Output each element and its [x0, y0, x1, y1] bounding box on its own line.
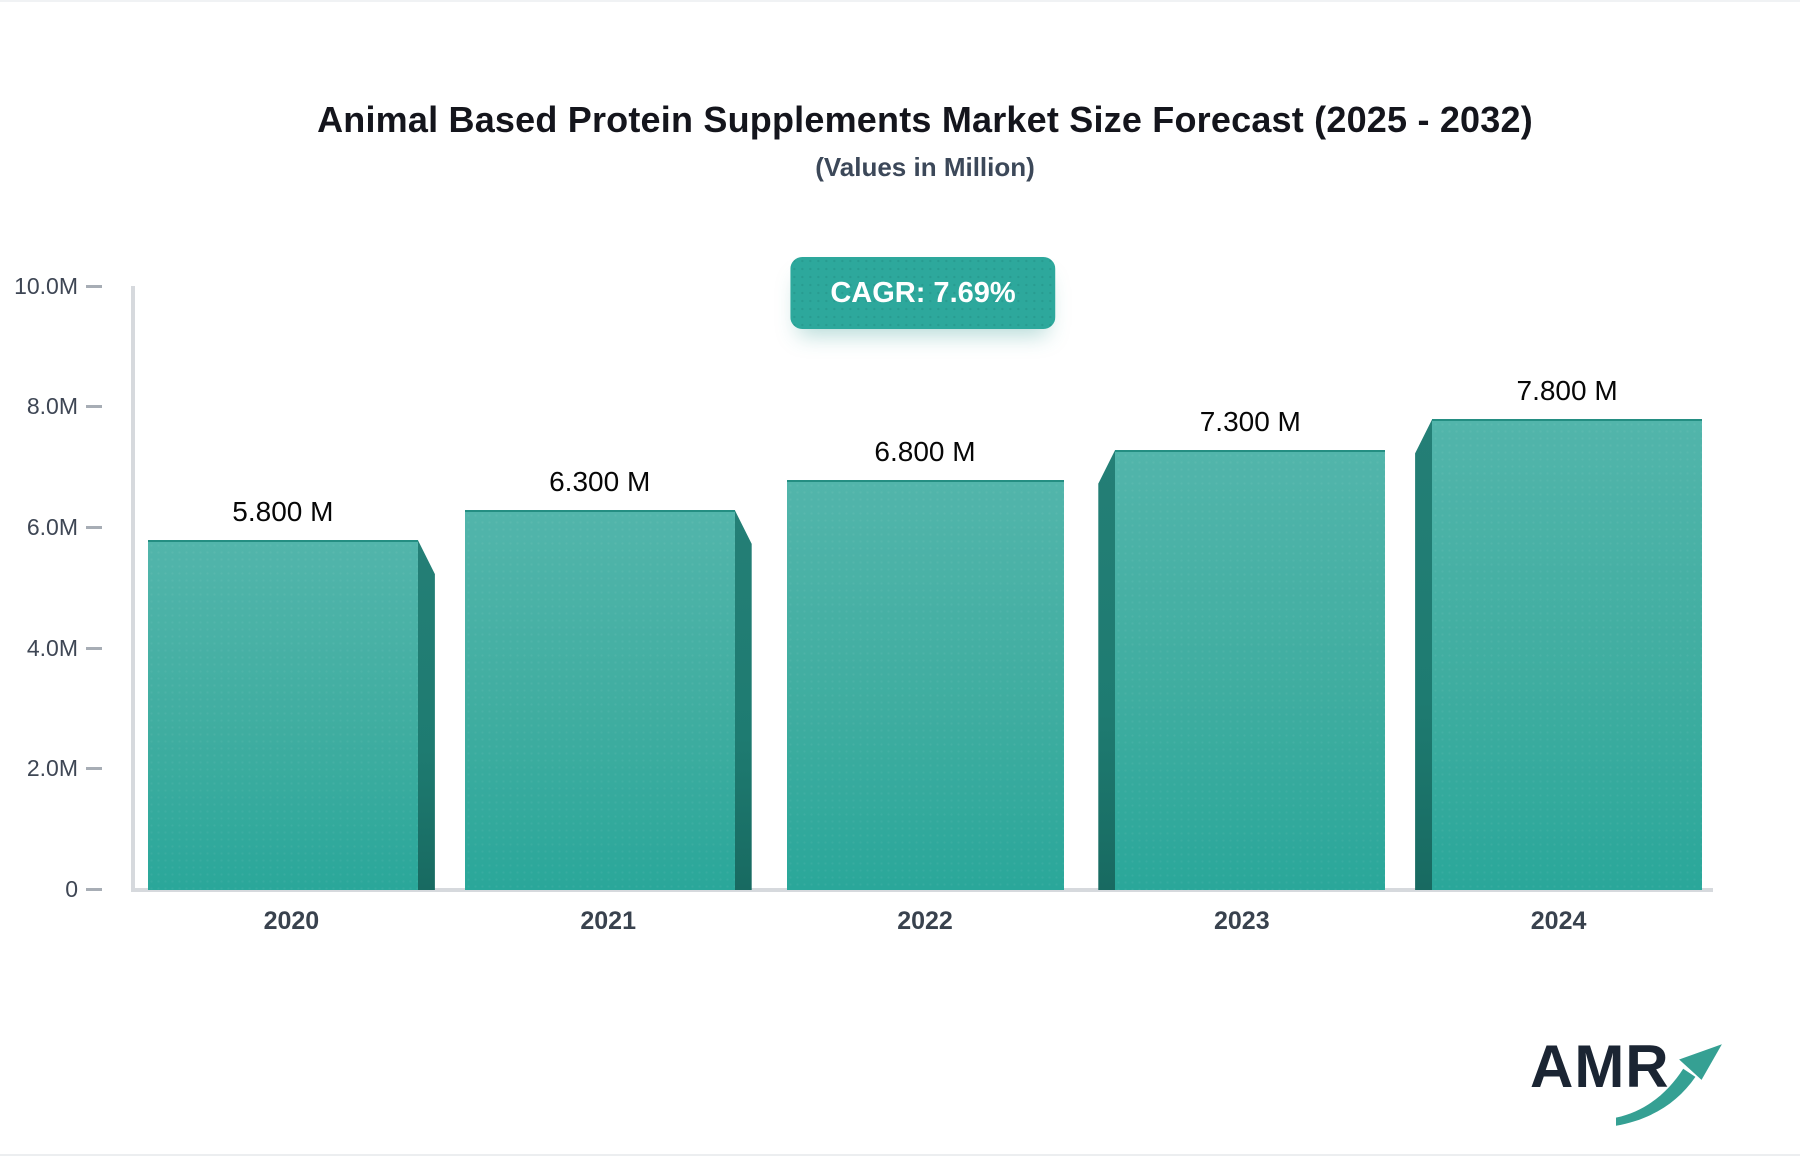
bar-side-face [1415, 419, 1433, 890]
amr-logo: AMR [1520, 1024, 1730, 1134]
bar-value-label: 5.800 M [232, 496, 334, 528]
x-axis-category-label: 2022 [897, 907, 953, 935]
y-axis-tick-mark [86, 767, 102, 771]
y-axis-tick-mark [86, 526, 102, 530]
bar [464, 509, 735, 890]
y-axis-tick-label: 8.0M [26, 393, 78, 420]
x-axis-category-label: 2023 [1213, 907, 1270, 935]
x-axis-line [131, 888, 1713, 892]
x-axis-category-label: 2021 [580, 907, 636, 935]
y-axis-tick-label: 0 [65, 876, 78, 902]
y-axis-tick-label: 10.0M [14, 272, 78, 299]
y-axis-tick-label: 6.0M [26, 514, 78, 541]
bar-side-face [734, 509, 752, 890]
bar [147, 540, 418, 890]
bar-side-face [417, 540, 435, 890]
y-axis-tick-label: 2.0M [26, 755, 78, 782]
x-axis-category-label: 2024 [1530, 907, 1587, 935]
chart-subtitle: (Values in Million) [815, 152, 1035, 182]
y-axis-tick-mark [86, 646, 102, 650]
bar-value-label: 6.300 M [549, 465, 651, 497]
y-axis-line [131, 286, 135, 890]
y-axis-tick-label: 4.0M [26, 634, 78, 661]
y-axis-tick-mark [86, 284, 102, 288]
cagr-badge: CAGR: 7.69% [790, 257, 1056, 329]
bar-side-face [1098, 449, 1116, 890]
bar [1432, 419, 1703, 890]
bar [786, 479, 1064, 890]
y-axis-tick-mark [86, 888, 102, 891]
page-title: Animal Based Protein Supplements Market … [317, 99, 1533, 140]
bar-value-label: 6.800 M [874, 435, 976, 467]
growth-arrow-icon [1616, 1044, 1722, 1126]
bar-value-label: 7.300 M [1199, 405, 1301, 437]
bar-value-label: 7.800 M [1516, 375, 1618, 407]
y-axis-tick-mark [86, 405, 102, 409]
amr-logo-text: AMR [1530, 1033, 1670, 1100]
bar [1115, 449, 1386, 890]
x-axis-category-label: 2020 [263, 907, 320, 935]
